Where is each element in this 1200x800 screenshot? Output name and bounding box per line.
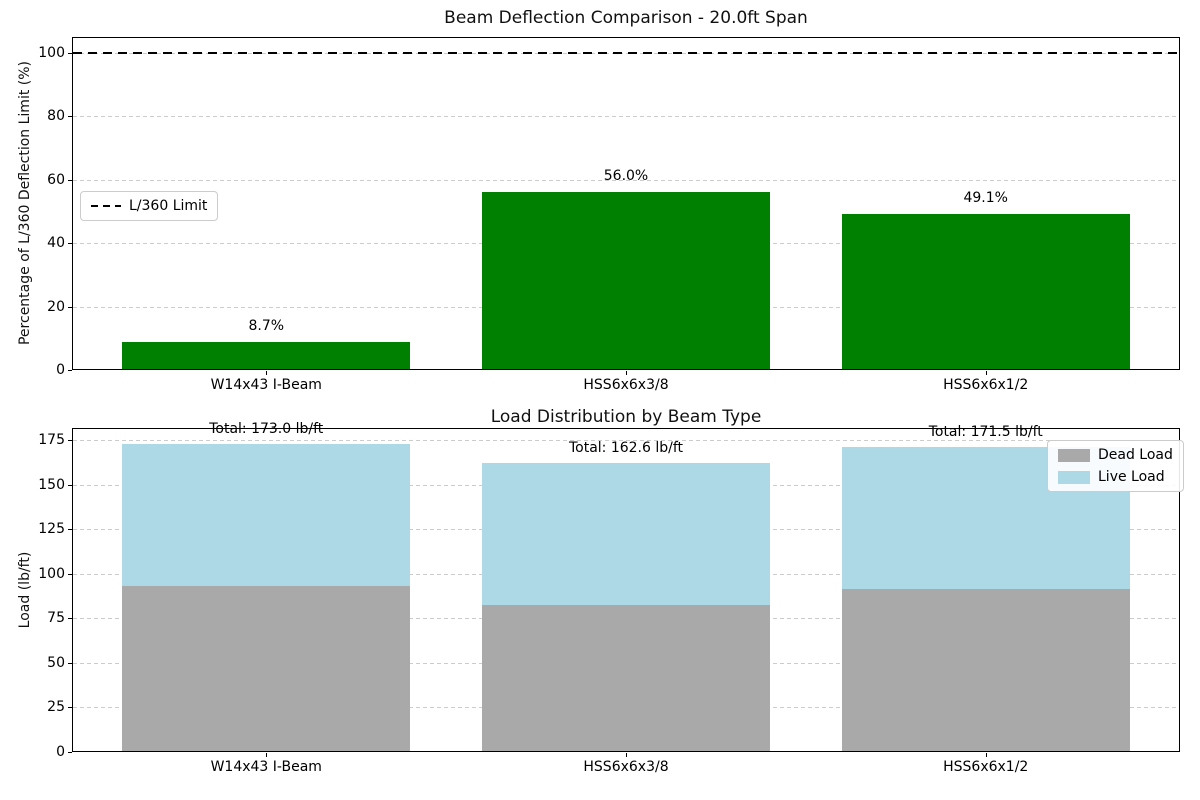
deflection-legend: L/360 Limit xyxy=(80,191,219,221)
y-tickmark xyxy=(68,116,72,118)
x-tickmark xyxy=(985,371,987,375)
legend-entry-dead-load: Dead Load xyxy=(1058,447,1173,463)
x-tickmark xyxy=(626,371,627,375)
x-tickmark xyxy=(626,753,627,757)
load-legend: Dead Load Live Load xyxy=(1047,440,1184,492)
load-chart-title: Load Distribution by Beam Type xyxy=(490,407,762,427)
y-tick-label: 25 xyxy=(47,699,65,716)
bar-value-label: 56.0% xyxy=(603,168,649,185)
load-plot-area xyxy=(72,428,1180,752)
dead-load-swatch-icon xyxy=(1058,448,1090,462)
legend-label: L/360 Limit xyxy=(129,198,208,214)
y-tickmark xyxy=(68,484,72,486)
y-tickmark xyxy=(68,243,72,245)
y-tick-label: 100 xyxy=(38,44,65,61)
y-tick-label: 60 xyxy=(47,171,65,188)
legend-label: Dead Load xyxy=(1098,447,1173,463)
legend-entry-live-load: Live Load xyxy=(1058,469,1173,485)
y-tickmark xyxy=(68,662,72,664)
x-tickmark xyxy=(985,753,987,757)
bar-hss6x6x3-8 xyxy=(482,192,770,370)
x-tick-label-hss6x6x3-8: HSS6x6x3/8 xyxy=(583,377,669,393)
y-tickmark xyxy=(68,752,72,753)
y-tick-label: 0 xyxy=(56,744,65,760)
y-tick-label: 80 xyxy=(47,108,65,125)
bar-dead-load-w14x43-i-beam xyxy=(122,586,411,752)
y-tickmark xyxy=(68,440,72,442)
x-tick-label-w14x43-i-beam: W14x43 I-Beam xyxy=(210,377,322,393)
x-tickmark xyxy=(266,753,268,757)
y-tick-label: 175 xyxy=(38,432,65,449)
y-tick-label: 0 xyxy=(56,362,65,378)
y-tick-label: 20 xyxy=(47,298,65,315)
x-tick-label-hss6x6x3-8: HSS6x6x3/8 xyxy=(583,759,669,775)
y-tick-label: 75 xyxy=(47,610,65,627)
live-load-swatch-icon xyxy=(1058,470,1090,484)
y-tickmark xyxy=(68,618,72,620)
bar-total-label: Total: 171.5 lb/ft xyxy=(928,423,1043,440)
bar-hss6x6x1-2 xyxy=(841,214,1130,370)
dashed-line-icon xyxy=(91,205,121,207)
bar-dead-load-hss6x6x3-8 xyxy=(482,604,770,752)
bar-dead-load-hss6x6x1-2 xyxy=(841,589,1130,752)
bar-live-load-w14x43-i-beam xyxy=(122,444,411,587)
deflection-plot-area xyxy=(72,37,1180,370)
bar-total-label: Total: 162.6 lb/ft xyxy=(568,439,684,456)
y-tickmark xyxy=(68,52,72,54)
deflection-chart-title: Beam Deflection Comparison - 20.0ft Span xyxy=(444,8,808,28)
x-tickmark xyxy=(266,371,268,375)
y-tick-label: 40 xyxy=(47,235,65,252)
y-tickmark xyxy=(68,370,72,371)
y-tickmark xyxy=(68,707,72,709)
x-tick-label-hss6x6x1-2: HSS6x6x1/2 xyxy=(943,377,1029,393)
legend-label: Live Load xyxy=(1098,469,1165,485)
y-tickmark xyxy=(68,179,72,181)
bar-w14x43-i-beam xyxy=(122,342,411,370)
legend-entry-l360-limit: L/360 Limit xyxy=(91,198,207,214)
y-tick-label: 50 xyxy=(47,654,65,671)
gridline-60 xyxy=(73,179,1179,181)
y-tickmark xyxy=(68,573,72,575)
bar-live-load-hss6x6x3-8 xyxy=(482,462,770,605)
bar-total-label: Total: 173.0 lb/ft xyxy=(209,421,324,438)
y-tick-label: 150 xyxy=(38,476,65,493)
reference-line-l360 xyxy=(73,51,1179,54)
x-tick-label-w14x43-i-beam: W14x43 I-Beam xyxy=(210,759,322,775)
gridline-175 xyxy=(73,440,1179,442)
bar-value-label: 8.7% xyxy=(248,318,285,335)
y-tick-label: 125 xyxy=(38,521,65,538)
bar-value-label: 49.1% xyxy=(963,190,1008,207)
y-tickmark xyxy=(68,306,72,308)
y-tick-label: 100 xyxy=(38,565,65,582)
x-tick-label-hss6x6x1-2: HSS6x6x1/2 xyxy=(943,759,1029,775)
y-tickmark xyxy=(68,529,72,531)
gridline-80 xyxy=(73,116,1179,118)
